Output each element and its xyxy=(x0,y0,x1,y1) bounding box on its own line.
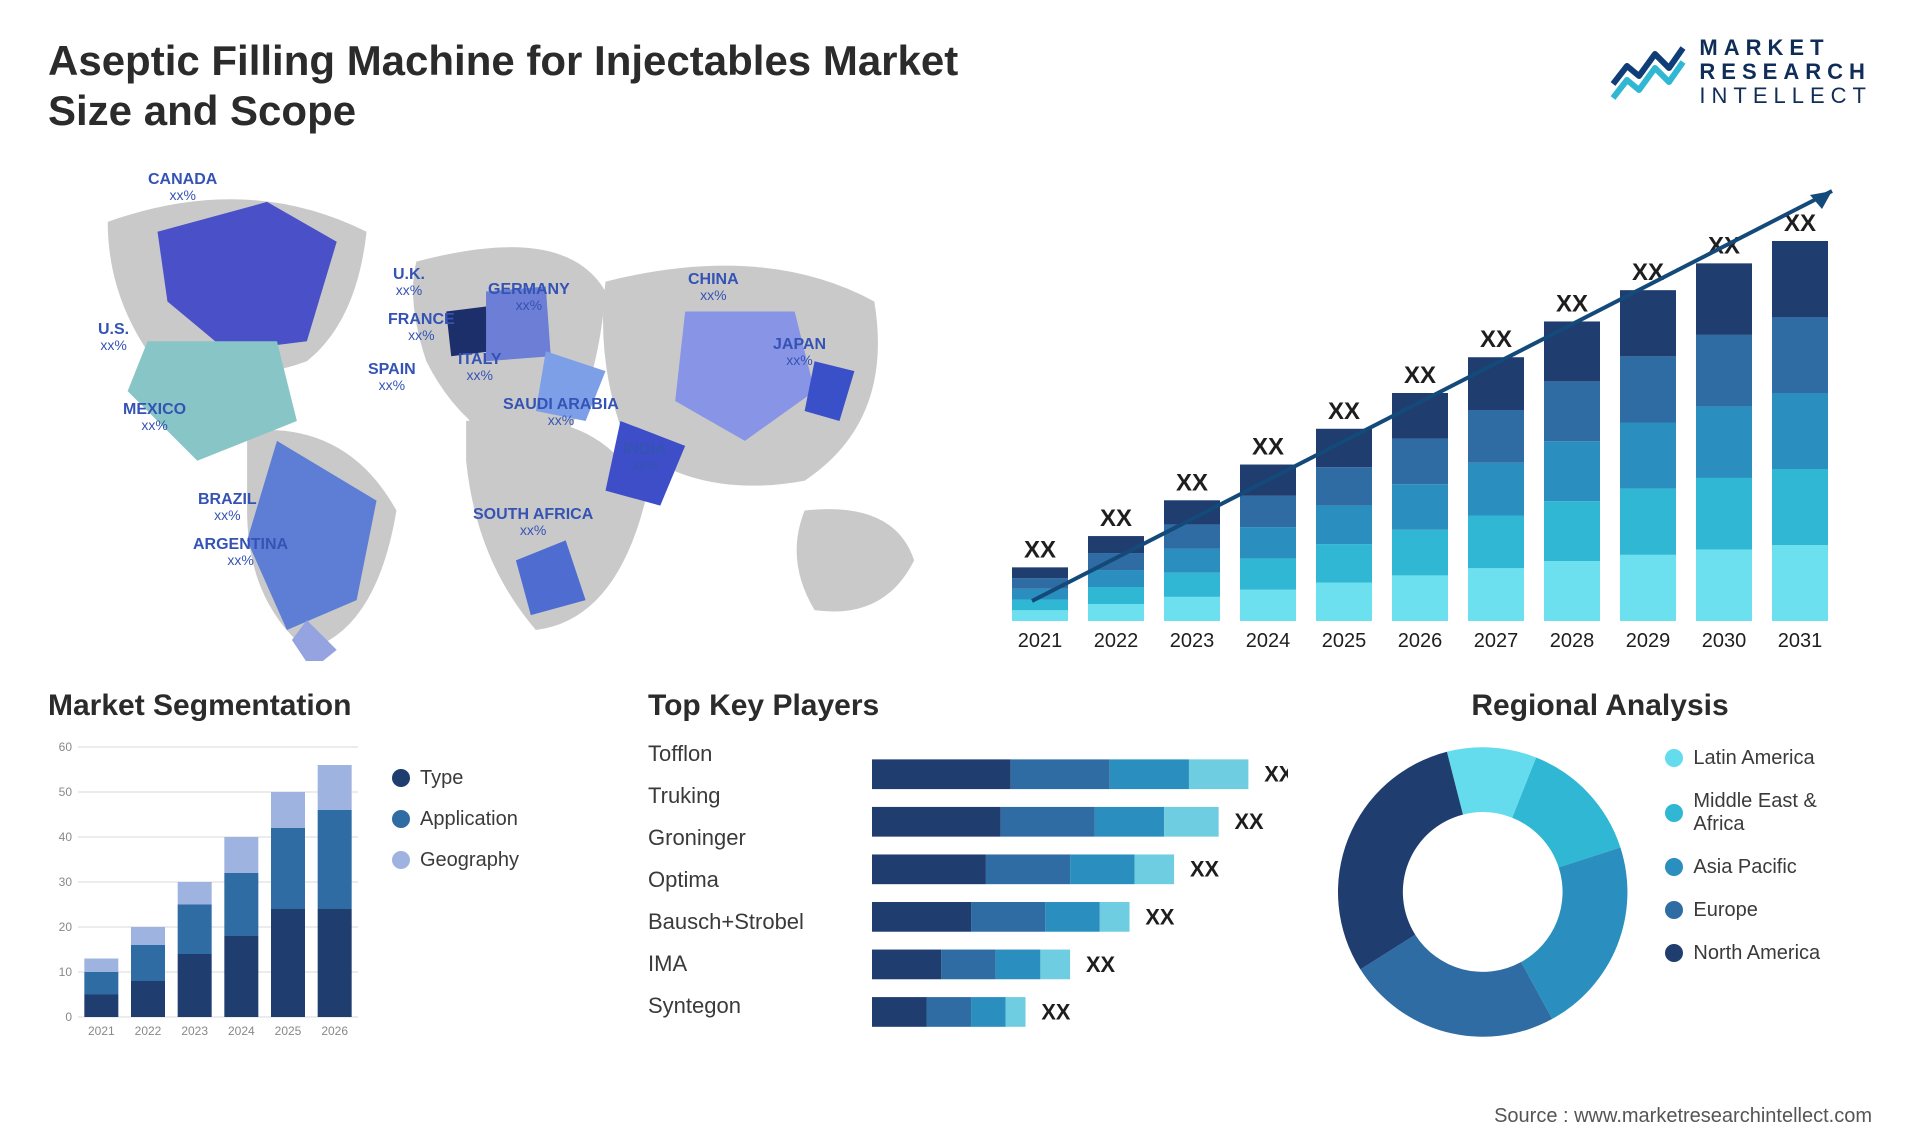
logo-line2: RESEARCH xyxy=(1699,60,1872,84)
svg-text:XX: XX xyxy=(1404,362,1436,389)
world-map: CANADAxx% U.S.xx% MEXICOxx% BRAZILxx% ARGENT… xyxy=(48,161,944,661)
map-label: U.K.xx% xyxy=(393,266,425,299)
legend-item: Asia Pacific xyxy=(1665,856,1872,879)
svg-text:2021: 2021 xyxy=(88,1024,115,1038)
players-list: Tofflon Truking Groninger Optima Bausch+Stro… xyxy=(648,737,848,1069)
svg-text:XX: XX xyxy=(1264,761,1288,786)
map-label: ITALYxx% xyxy=(458,351,502,384)
svg-text:2023: 2023 xyxy=(181,1024,208,1038)
svg-text:2025: 2025 xyxy=(1322,630,1367,652)
legend-item: Europe xyxy=(1665,899,1872,922)
svg-text:2030: 2030 xyxy=(1702,630,1747,652)
svg-text:30: 30 xyxy=(59,875,73,889)
svg-text:2025: 2025 xyxy=(275,1024,302,1038)
segmentation-chart: 0 10 20 30 40 50 60 2021 2022 2023 2024 2025 2026 xyxy=(48,737,368,1047)
map-label: INDIAxx% xyxy=(623,441,667,474)
svg-text:2023: 2023 xyxy=(1170,630,1215,652)
player-name: Truking xyxy=(648,783,848,809)
svg-text:2026: 2026 xyxy=(1398,630,1443,652)
svg-text:2022: 2022 xyxy=(1094,630,1139,652)
regional-legend: Latin America Middle East & Africa Asia Pa… xyxy=(1665,737,1872,965)
page-title: Aseptic Filling Machine for Injectables … xyxy=(48,36,1048,137)
regional-donut xyxy=(1328,737,1637,1047)
legend-item: Geography xyxy=(392,849,519,872)
svg-text:XX: XX xyxy=(1100,505,1132,532)
map-label: ARGENTINAxx% xyxy=(193,536,288,569)
player-name: Syntegon xyxy=(648,993,848,1019)
segmentation-title: Market Segmentation xyxy=(48,689,608,723)
svg-text:2026: 2026 xyxy=(321,1024,348,1038)
players-title: Top Key Players xyxy=(648,689,1288,723)
legend-item: North America xyxy=(1665,942,1872,965)
map-label: FRANCExx% xyxy=(388,311,455,344)
map-label: BRAZILxx% xyxy=(198,491,257,524)
svg-text:2024: 2024 xyxy=(1246,630,1291,652)
svg-text:XX: XX xyxy=(1086,952,1116,977)
svg-text:20: 20 xyxy=(59,920,73,934)
svg-text:2028: 2028 xyxy=(1550,630,1595,652)
svg-text:10: 10 xyxy=(59,965,73,979)
legend-item: Application xyxy=(392,808,519,831)
map-label: SPAINxx% xyxy=(368,361,416,394)
svg-text:XX: XX xyxy=(1190,857,1220,882)
svg-text:2021: 2021 xyxy=(1018,630,1063,652)
map-label: MEXICOxx% xyxy=(123,401,186,434)
segmentation-legend: Type Application Geography xyxy=(392,737,519,1069)
brand-logo: MARKET RESEARCH INTELLECT xyxy=(1609,36,1872,109)
svg-text:XX: XX xyxy=(1145,904,1175,929)
svg-text:40: 40 xyxy=(59,830,73,844)
map-label: CHINAxx% xyxy=(688,271,739,304)
legend-item: Middle East & Africa xyxy=(1665,790,1872,836)
svg-text:XX: XX xyxy=(1252,433,1284,460)
players-chart: XX XX XX XX XX XX xyxy=(872,737,1288,1069)
svg-text:XX: XX xyxy=(1235,809,1265,834)
logo-line1: MARKET xyxy=(1699,36,1872,60)
player-name: IMA xyxy=(648,951,848,977)
player-name: Tofflon xyxy=(648,741,848,767)
source-text: Source : www.marketresearchintellect.com xyxy=(1494,1105,1872,1128)
svg-text:XX: XX xyxy=(1041,999,1071,1024)
map-label: SOUTH AFRICAxx% xyxy=(473,506,593,539)
map-label: SAUDI ARABIAxx% xyxy=(503,396,619,429)
map-label: JAPANxx% xyxy=(773,336,826,369)
svg-text:60: 60 xyxy=(59,740,73,754)
player-name: Optima xyxy=(648,867,848,893)
svg-text:2027: 2027 xyxy=(1474,630,1519,652)
svg-text:XX: XX xyxy=(1632,259,1664,286)
svg-text:2022: 2022 xyxy=(135,1024,162,1038)
svg-text:XX: XX xyxy=(1556,290,1588,317)
svg-text:XX: XX xyxy=(1024,536,1056,563)
regional-title: Regional Analysis xyxy=(1328,689,1872,723)
svg-text:2031: 2031 xyxy=(1778,630,1823,652)
svg-text:XX: XX xyxy=(1480,326,1512,353)
svg-text:2024: 2024 xyxy=(228,1024,255,1038)
map-label: CANADAxx% xyxy=(148,171,217,204)
legend-item: Latin America xyxy=(1665,747,1872,770)
map-label: GERMANYxx% xyxy=(488,281,570,314)
svg-text:XX: XX xyxy=(1176,469,1208,496)
svg-text:XX: XX xyxy=(1328,398,1360,425)
logo-line3: INTELLECT xyxy=(1699,84,1872,108)
svg-text:2029: 2029 xyxy=(1626,630,1671,652)
logo-mark-icon xyxy=(1609,40,1687,104)
player-name: Bausch+Strobel xyxy=(648,909,848,935)
legend-item: Type xyxy=(392,767,519,790)
growth-chart: XX 2021 XX 2022 XX 2023 XX 2024 XX 2025 XX 2026 XX 20… xyxy=(992,161,1872,661)
svg-text:0: 0 xyxy=(65,1010,72,1024)
player-name: Groninger xyxy=(648,825,848,851)
map-label: U.S.xx% xyxy=(98,321,129,354)
svg-text:50: 50 xyxy=(59,785,73,799)
